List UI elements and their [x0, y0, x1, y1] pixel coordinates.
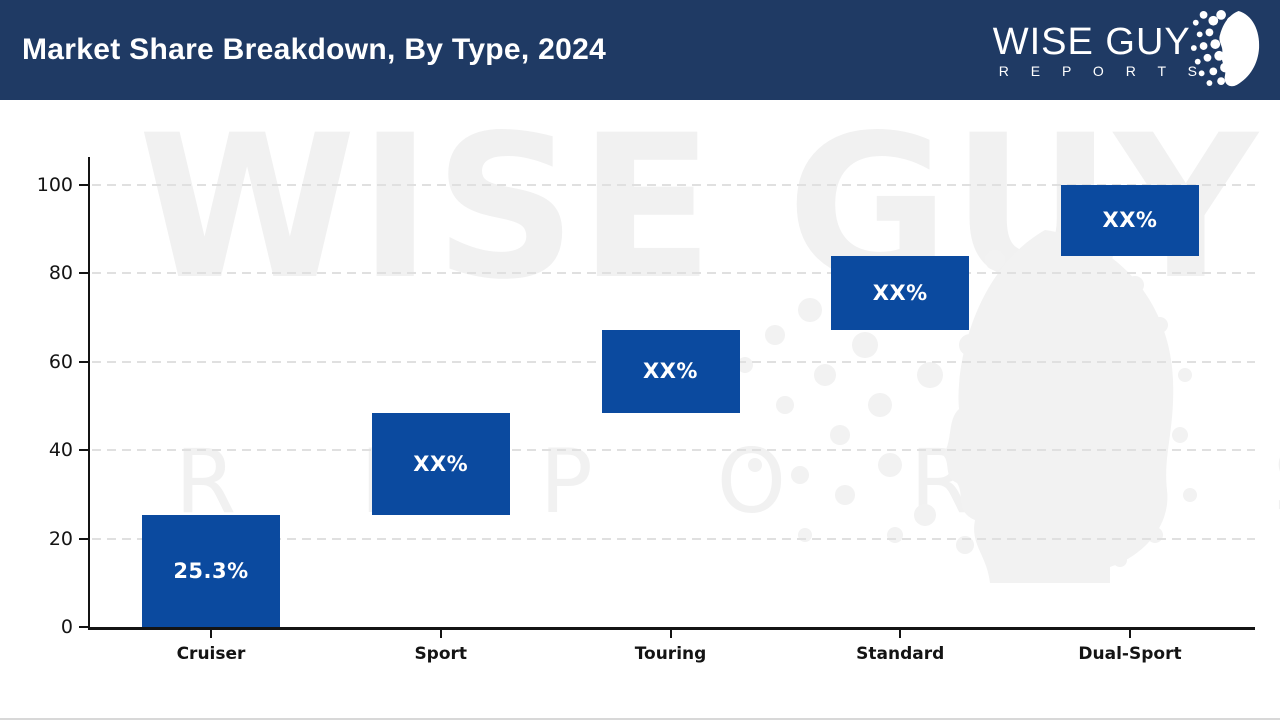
chart-title: Market Share Breakdown, By Type, 2024	[22, 33, 607, 66]
bar-segment-touring: XX%	[601, 329, 740, 413]
x-axis-tick	[669, 630, 672, 638]
x-axis-category-label: Dual-Sport	[1078, 644, 1182, 664]
bar-segment-cruiser: 25.3%	[142, 515, 280, 627]
y-axis-tick-label: 80	[48, 262, 73, 285]
logo-wordmark: WISE GUY	[992, 20, 1191, 63]
x-axis-category-label: Touring	[634, 644, 707, 664]
chart-area: WISE GUY R E P O R T S 0 20 40 60 80 100 25.3%…	[0, 92, 1280, 720]
bar-segment-standard: XX%	[831, 255, 970, 330]
gridline	[92, 272, 1255, 275]
y-axis-line	[88, 157, 90, 629]
x-axis-category-label: Standard	[856, 644, 945, 664]
y-axis-tick	[79, 360, 88, 363]
x-axis-tick	[439, 630, 442, 638]
gridline	[92, 184, 1255, 186]
y-axis-tick-label: 0	[60, 616, 73, 638]
logo-subtitle: R E P O R T S	[998, 62, 1206, 79]
gridline	[92, 537, 1255, 540]
gridline	[92, 449, 1255, 452]
x-axis-category-label: Cruiser	[176, 644, 246, 664]
y-axis-tick-label: 100	[36, 174, 73, 196]
x-axis-tick	[210, 630, 212, 638]
header-bar: Market Share Breakdown, By Type, 2024 WI…	[0, 0, 1280, 100]
bottom-border	[0, 718, 1280, 720]
wiseguy-logo: WISE GUY R E P O R T S	[993, 9, 1262, 91]
bar-value-label: 25.3%	[173, 559, 249, 584]
y-axis-tick	[79, 537, 88, 540]
y-axis-tick	[79, 449, 88, 452]
x-axis-tick	[899, 630, 902, 638]
y-axis-tick-label: 40	[48, 439, 73, 462]
bar-value-label: XX%	[872, 280, 928, 305]
logo-head-icon	[1190, 10, 1260, 87]
bar-value-label: XX%	[1102, 208, 1158, 233]
x-axis-line	[88, 627, 1255, 630]
bar-value-label: XX%	[413, 451, 469, 476]
y-axis-tick	[79, 184, 88, 186]
bar-value-label: XX%	[643, 359, 698, 384]
logo-text: WISE GUY R E P O R T S	[993, 23, 1206, 78]
bar-segment-dual-sport: XX%	[1061, 185, 1199, 256]
y-axis-tick	[79, 626, 88, 628]
bar-segment-sport: XX%	[371, 412, 510, 516]
x-axis-category-label: Sport	[414, 644, 468, 664]
plot-area: 0 20 40 60 80 100 25.3% Cruiser XX% Sport XX% Touri…	[0, 100, 1280, 720]
y-axis-tick	[79, 272, 88, 275]
y-axis-tick-label: 20	[48, 527, 73, 550]
y-axis-tick-label: 60	[48, 350, 73, 373]
x-axis-tick	[1129, 630, 1131, 638]
